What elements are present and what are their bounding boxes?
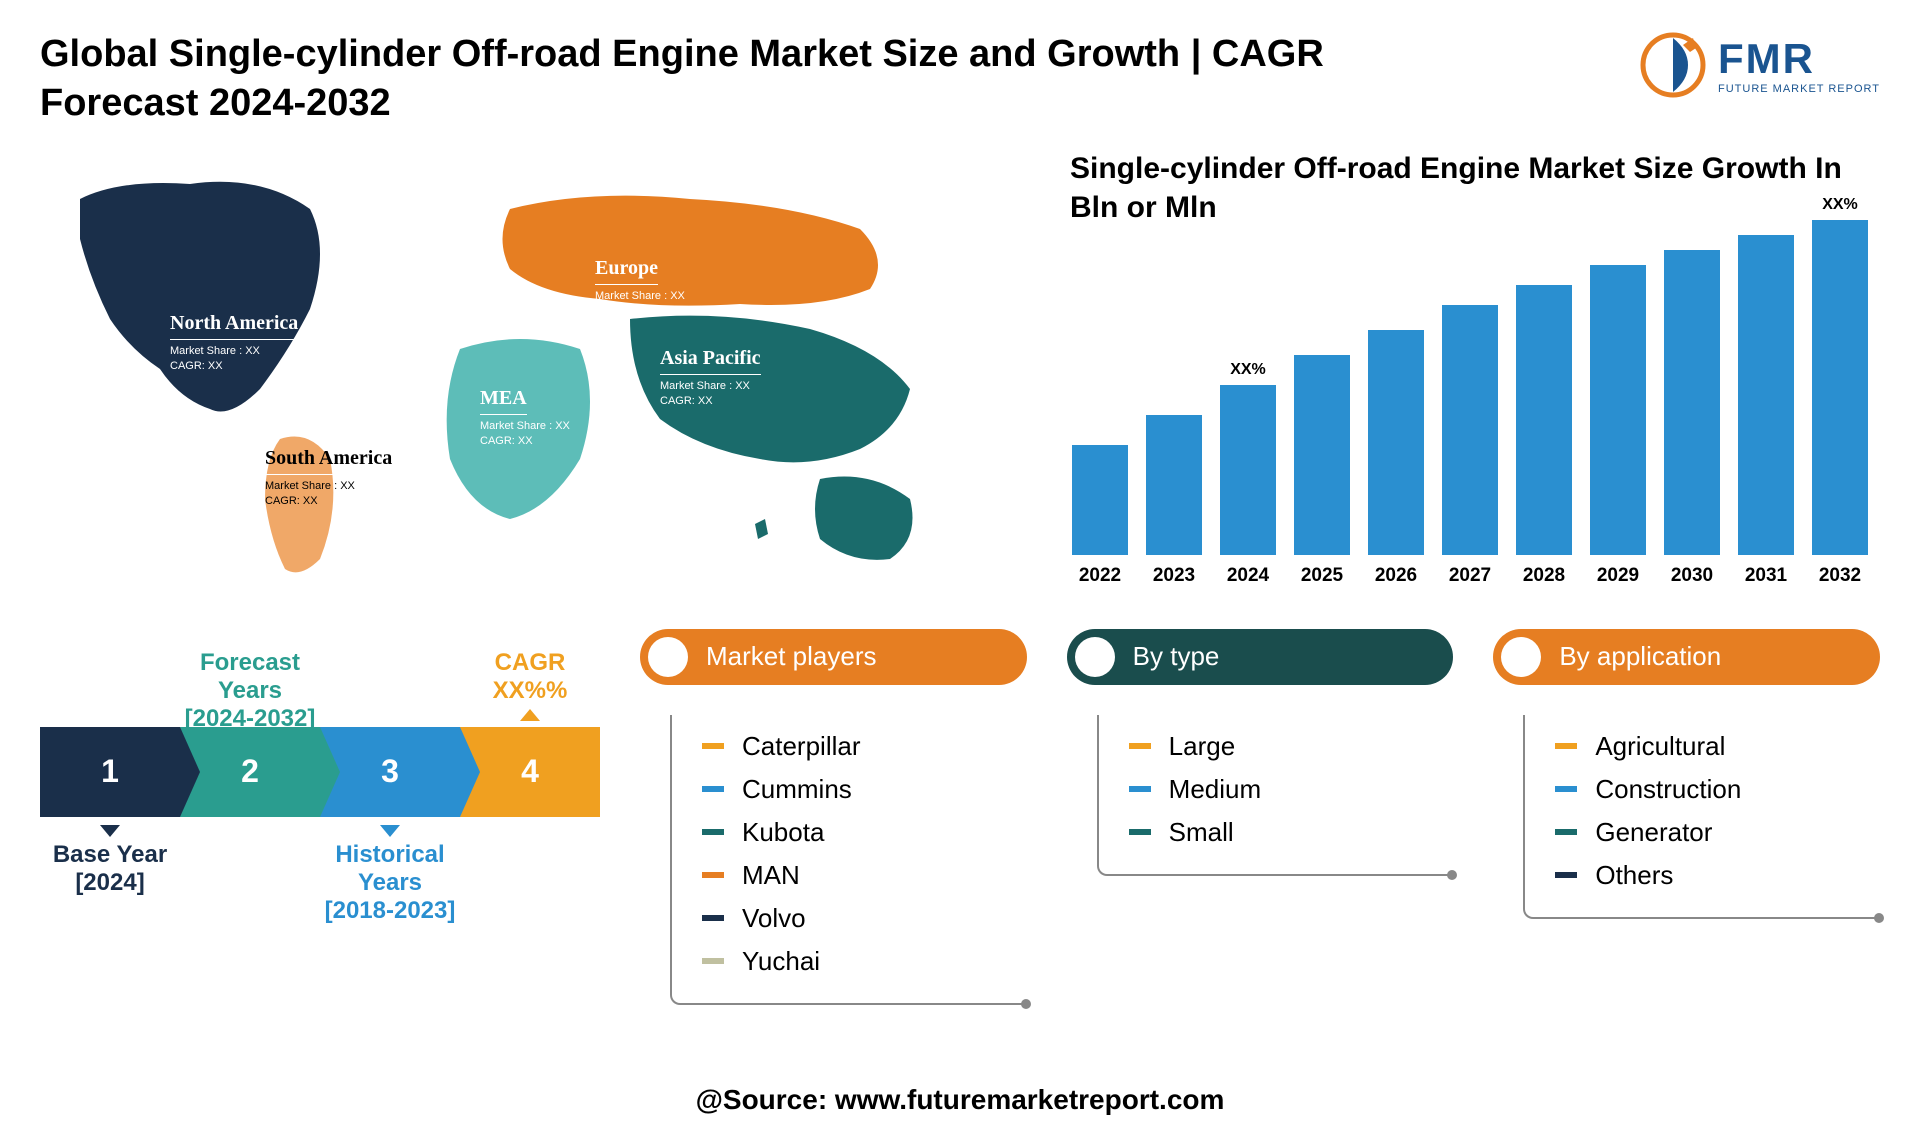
- list-item: Small: [1129, 811, 1454, 854]
- category-by-type: By type LargeMediumSmall: [1067, 629, 1454, 1005]
- bar-2024: XX%2024: [1218, 361, 1278, 587]
- list-item: Agricultural: [1555, 725, 1880, 768]
- bar-2026: 2026: [1366, 306, 1426, 587]
- bar-2031: 2031: [1736, 211, 1796, 587]
- region-label-mea: MEAMarket Share : XXCAGR: XX: [480, 384, 570, 450]
- timeline-bottom-label-0: Base Year[2024]: [40, 825, 180, 925]
- list-item: Cummins: [702, 768, 1027, 811]
- bar-2023: 2023: [1144, 391, 1204, 587]
- page-title: Global Single-cylinder Off-road Engine M…: [40, 30, 1340, 129]
- bar-2032: XX%2032: [1810, 196, 1870, 587]
- list-item: Caterpillar: [702, 725, 1027, 768]
- category-list: LargeMediumSmall: [1097, 715, 1454, 876]
- category-list: AgriculturalConstructionGeneratorOthers: [1523, 715, 1880, 919]
- timeline: Forecast Years[2024-2032] CAGRXX%% 1234 B…: [40, 629, 600, 925]
- region-label-europe: EuropeMarket Share : XXCAGR: XX: [595, 254, 685, 320]
- timeline-seg-1: 1: [40, 727, 180, 817]
- list-item: Yuchai: [702, 940, 1027, 983]
- list-item: Large: [1129, 725, 1454, 768]
- bar-2028: 2028: [1514, 261, 1574, 587]
- timeline-seg-2: 2: [180, 727, 320, 817]
- region-label-asia-pacific: Asia PacificMarket Share : XXCAGR: XX: [660, 344, 761, 410]
- bar-chart: 20222023XX%20242025202620272028202920302…: [1070, 247, 1880, 587]
- source-attribution: @Source: www.futuremarketreport.com: [696, 1084, 1225, 1116]
- category-header: By type: [1067, 629, 1454, 685]
- list-item: Others: [1555, 854, 1880, 897]
- bar-2029: 2029: [1588, 241, 1648, 587]
- timeline-top-label-3: CAGRXX%%: [460, 649, 600, 719]
- bar-2027: 2027: [1440, 281, 1500, 587]
- category-by-application: By application AgriculturalConstructionGe…: [1493, 629, 1880, 1005]
- category-header: By application: [1493, 629, 1880, 685]
- logo-tagline: FUTURE MARKET REPORT: [1718, 83, 1880, 95]
- bar-2030: 2030: [1662, 226, 1722, 587]
- category-market-players: Market players CaterpillarCumminsKubotaMA…: [640, 629, 1027, 1005]
- bar-2022: 2022: [1070, 421, 1130, 587]
- fmr-logo: FMR FUTURE MARKET REPORT: [1638, 30, 1880, 100]
- world-map: North AmericaMarket Share : XXCAGR: XX So…: [40, 149, 1020, 589]
- list-item: Kubota: [702, 811, 1027, 854]
- region-label-south-america: South AmericaMarket Share : XXCAGR: XX: [265, 444, 392, 510]
- logo-text: FMR: [1718, 35, 1880, 83]
- timeline-seg-4: 4: [460, 727, 600, 817]
- list-item: MAN: [702, 854, 1027, 897]
- list-item: Generator: [1555, 811, 1880, 854]
- list-item: Construction: [1555, 768, 1880, 811]
- timeline-top-label-1: Forecast Years[2024-2032]: [180, 649, 320, 719]
- list-item: Medium: [1129, 768, 1454, 811]
- timeline-seg-3: 3: [320, 727, 460, 817]
- logo-globe-icon: [1638, 30, 1708, 100]
- bar-2025: 2025: [1292, 331, 1352, 587]
- list-item: Volvo: [702, 897, 1027, 940]
- category-header: Market players: [640, 629, 1027, 685]
- region-label-north-america: North AmericaMarket Share : XXCAGR: XX: [170, 309, 298, 375]
- category-list: CaterpillarCumminsKubotaMANVolvoYuchai: [670, 715, 1027, 1005]
- timeline-bottom-label-2: Historical Years[2018-2023]: [320, 825, 460, 925]
